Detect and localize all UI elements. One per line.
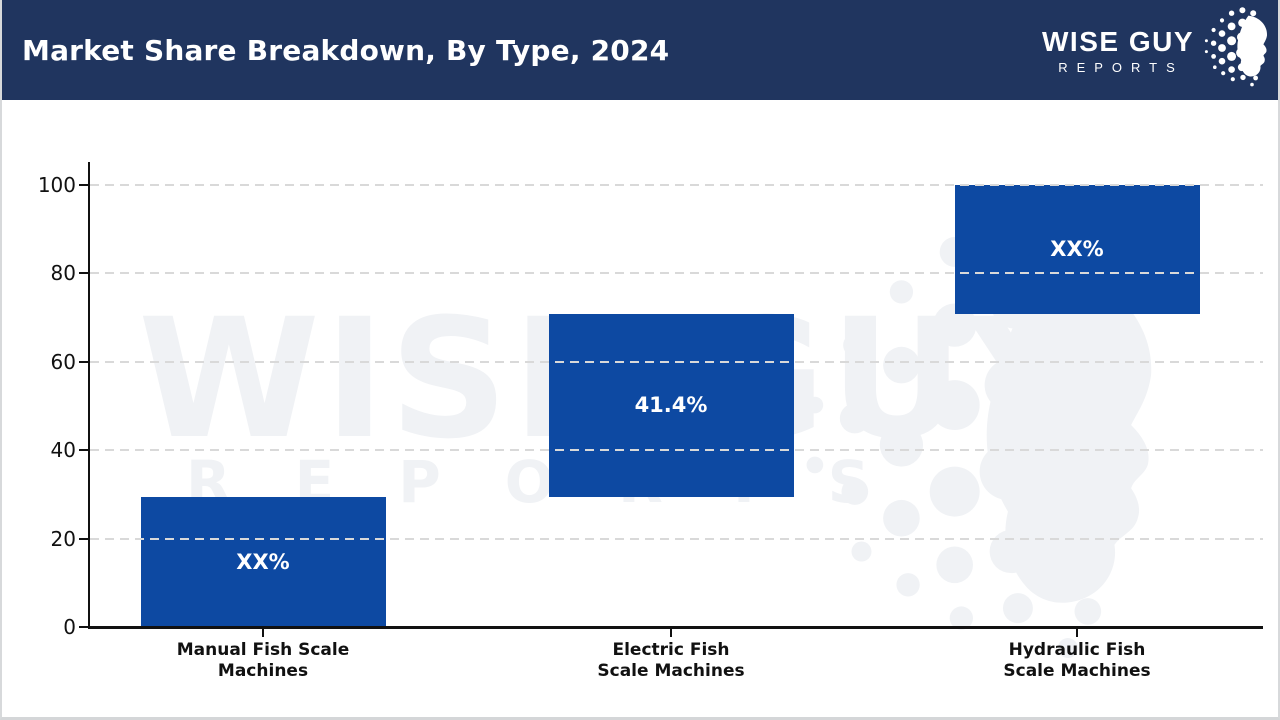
bar-segment: XX%	[954, 185, 1200, 314]
bar-segment: XX%	[140, 496, 386, 627]
y-axis-line	[88, 162, 90, 629]
y-gridline	[90, 537, 1263, 540]
x-axis-tick	[262, 629, 264, 637]
bar-value-label: 41.4%	[634, 393, 708, 418]
y-axis-tick	[79, 449, 88, 452]
x-category-label: Electric Fish Scale Machines	[597, 640, 745, 681]
y-gridline	[90, 360, 1263, 363]
y-gridline	[90, 449, 1263, 452]
bar-segment: 41.4%	[548, 313, 794, 497]
x-axis-tick	[1076, 629, 1078, 637]
watermark-dot-head	[768, 212, 1168, 682]
brand-logo: WISE GUY REPORTS	[1042, 6, 1280, 94]
x-axis-tick	[670, 629, 672, 637]
x-category-label: Hydraulic Fish Scale Machines	[1003, 640, 1151, 681]
y-axis-tick	[79, 537, 88, 540]
y-gridline	[90, 184, 1263, 186]
x-axis-line	[88, 626, 1263, 629]
y-axis-tick	[79, 360, 88, 363]
y-axis-tick-label: 80	[50, 261, 76, 286]
y-axis-tick-label: 0	[63, 615, 76, 639]
logo-dot-head-icon	[1198, 6, 1270, 94]
y-axis-tick-label: 100	[37, 173, 76, 197]
bar-value-label: XX%	[1050, 237, 1104, 262]
header-bar: Market Share Breakdown, By Type, 2024 WI…	[0, 0, 1280, 100]
y-axis-tick	[79, 184, 88, 186]
y-axis-tick	[79, 626, 88, 628]
y-axis-tick-label: 20	[50, 526, 76, 551]
y-axis-tick-label: 60	[50, 349, 76, 374]
y-axis-tick	[79, 272, 88, 275]
bar-value-label: XX%	[236, 549, 290, 574]
y-axis-tick-label: 40	[50, 438, 76, 463]
logo-wordmark: WISE GUY	[1041, 25, 1194, 57]
x-category-label: Manual Fish Scale Machines	[176, 640, 350, 681]
logo-subtitle: REPORTS	[1058, 59, 1184, 75]
chart-title: Market Share Breakdown, By Type, 2024	[22, 33, 670, 67]
y-gridline	[90, 272, 1263, 275]
